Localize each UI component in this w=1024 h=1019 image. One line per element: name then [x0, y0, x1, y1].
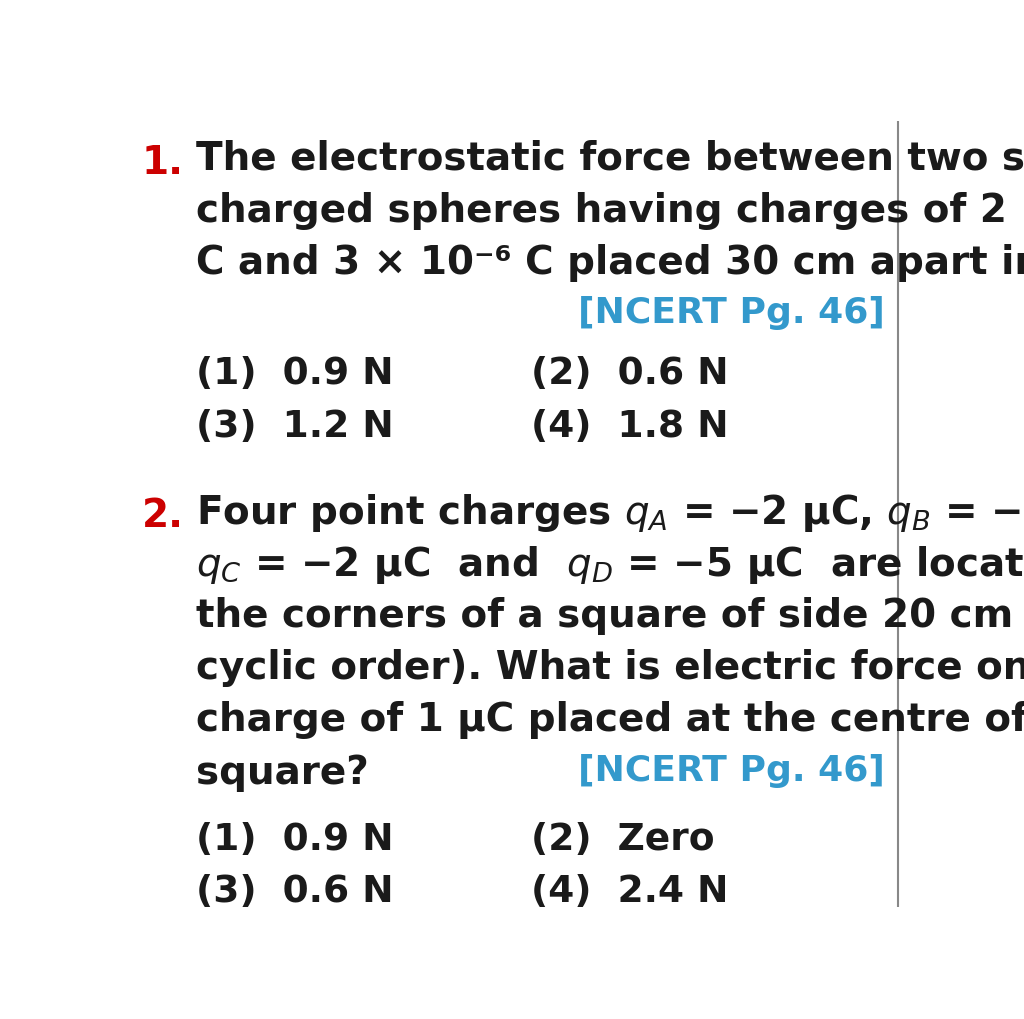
Text: 1.: 1. [142, 144, 184, 181]
Text: (4)  2.4 N: (4) 2.4 N [531, 873, 728, 909]
Text: 2.: 2. [142, 496, 184, 534]
Text: [NCERT Pg. 46]: [NCERT Pg. 46] [578, 297, 885, 330]
Text: square?: square? [197, 753, 369, 791]
Text: (4)  1.8 N: (4) 1.8 N [531, 409, 729, 444]
Text: (1)  0.9 N: (1) 0.9 N [197, 356, 394, 392]
Text: (2)  0.6 N: (2) 0.6 N [531, 356, 729, 392]
Text: C and 3 × 10⁻⁶ C placed 30 cm apart in air is: C and 3 × 10⁻⁶ C placed 30 cm apart in a… [197, 244, 1024, 282]
Text: (2)  Zero: (2) Zero [531, 820, 715, 857]
Text: charged spheres having charges of 2 × 10⁻⁶: charged spheres having charges of 2 × 10… [197, 192, 1024, 229]
Text: cyclic order). What is electric force on a: cyclic order). What is electric force on… [197, 648, 1024, 687]
Text: the corners of a square of side 20 cm (In: the corners of a square of side 20 cm (I… [197, 596, 1024, 634]
Text: Four point charges $q_A$ = −2 μC, $q_B$ = −5 μC,: Four point charges $q_A$ = −2 μC, $q_B$ … [197, 491, 1024, 534]
Text: $q_C$ = −2 μC  and  $q_D$ = −5 μC  are located at: $q_C$ = −2 μC and $q_D$ = −5 μC are loca… [197, 544, 1024, 586]
Text: charge of 1 μC placed at the centre of: charge of 1 μC placed at the centre of [197, 701, 1024, 739]
Text: [NCERT Pg. 46]: [NCERT Pg. 46] [578, 753, 885, 787]
Text: (3)  0.6 N: (3) 0.6 N [197, 873, 394, 909]
Text: (3)  1.2 N: (3) 1.2 N [197, 409, 394, 444]
Text: (1)  0.9 N: (1) 0.9 N [197, 820, 394, 857]
Text: The electrostatic force between two small: The electrostatic force between two smal… [197, 140, 1024, 177]
